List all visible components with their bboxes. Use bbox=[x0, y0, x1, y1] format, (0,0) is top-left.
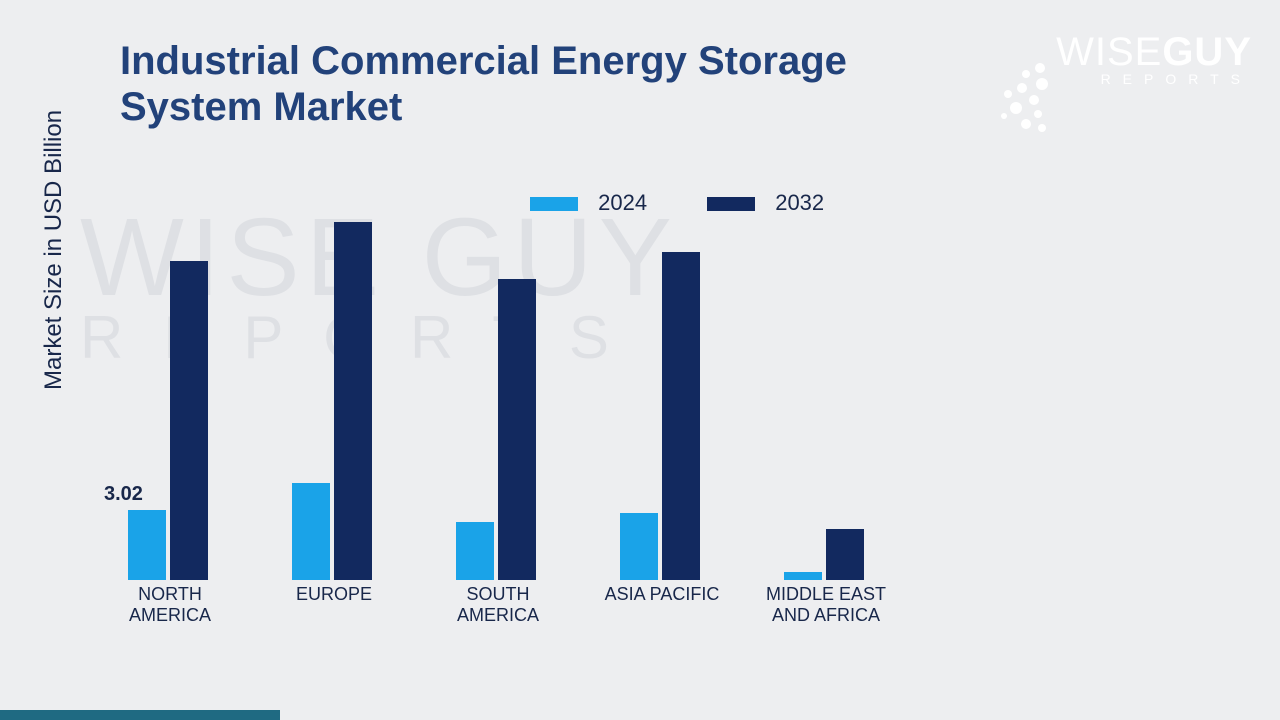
brand-dots-icon bbox=[992, 58, 1052, 138]
x-axis: NORTH AMERICA EUROPE SOUTH AMERICA ASIA PAC… bbox=[100, 580, 920, 630]
bar bbox=[292, 483, 330, 580]
brand-logo: WISEGUY REPORTS bbox=[1056, 30, 1252, 87]
bar bbox=[334, 222, 372, 580]
x-axis-label: ASIA PACIFIC bbox=[592, 584, 732, 605]
chart-canvas: WISEGUY REPORTS Industrial Commercial En… bbox=[0, 0, 1280, 720]
bar bbox=[662, 252, 700, 580]
bar bbox=[498, 279, 536, 580]
footer-accent-bar bbox=[0, 710, 280, 720]
bar bbox=[128, 510, 166, 580]
y-axis-label: Market Size in USD Billion bbox=[40, 110, 68, 390]
bar bbox=[826, 529, 864, 580]
plot-area: 3.02 bbox=[100, 210, 920, 580]
x-axis-label: MIDDLE EAST AND AFRICA bbox=[756, 584, 896, 625]
chart-title: Industrial Commercial Energy Storage Sys… bbox=[120, 38, 880, 130]
bar bbox=[170, 261, 208, 580]
x-axis-label: SOUTH AMERICA bbox=[428, 584, 568, 625]
x-axis-label: NORTH AMERICA bbox=[100, 584, 240, 625]
brand-word-a: WISE bbox=[1056, 30, 1162, 74]
bar-chart: 3.02 NORTH AMERICA EUROPE SOUTH AMERICA ASI… bbox=[100, 210, 920, 630]
x-axis-label: EUROPE bbox=[264, 584, 404, 605]
bar bbox=[456, 522, 494, 580]
brand-word-b: GUY bbox=[1162, 30, 1252, 74]
bar bbox=[620, 513, 658, 580]
bar bbox=[784, 572, 822, 580]
bar-value-label: 3.02 bbox=[104, 483, 143, 506]
